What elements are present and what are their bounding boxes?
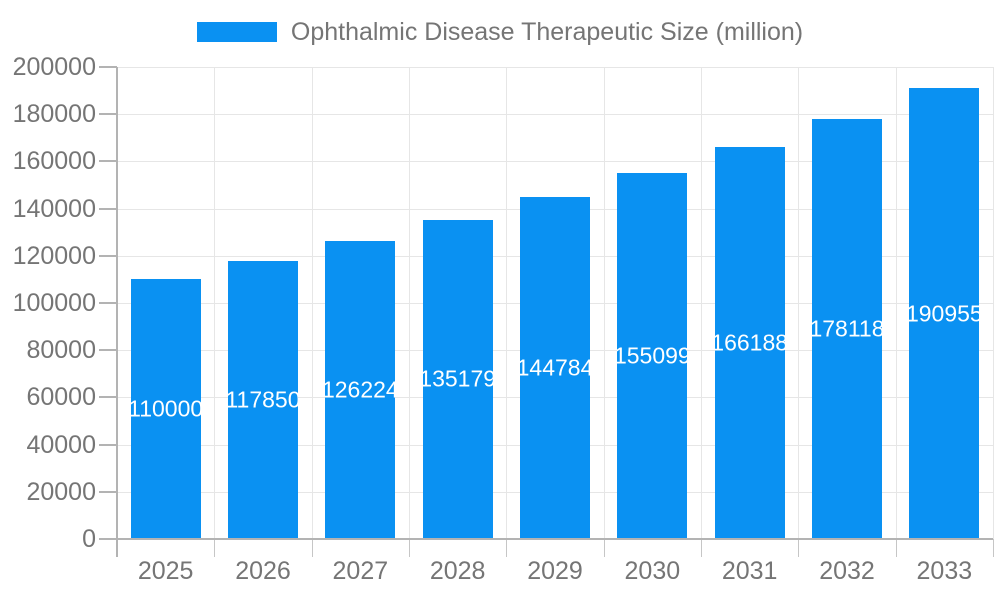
bar-value-label: 110000 xyxy=(130,395,201,422)
x-gridline xyxy=(701,67,702,539)
bar-value-label: 155099 xyxy=(617,342,688,369)
y-gridline xyxy=(117,67,993,68)
legend-label: Ophthalmic Disease Therapeutic Size (mil… xyxy=(290,18,804,46)
chart-legend[interactable]: Ophthalmic Disease Therapeutic Size (mil… xyxy=(0,0,1000,46)
y-axis-label: 80000 xyxy=(26,336,96,365)
x-axis-label-2027: 2027 xyxy=(332,557,389,585)
bar-value-label: 144784 xyxy=(520,354,590,381)
y-axis-tick xyxy=(99,254,117,257)
x-axis-label-2026: 2026 xyxy=(235,557,291,585)
y-axis-tick xyxy=(99,538,117,540)
y-axis-tick xyxy=(99,396,117,399)
y-axis-label: 60000 xyxy=(26,383,96,412)
bar-2027[interactable]: 126224 xyxy=(325,241,396,539)
x-gridline xyxy=(798,67,800,539)
x-axis-tick xyxy=(311,539,313,557)
x-gridline xyxy=(895,67,897,539)
y-axis-tick xyxy=(99,207,117,210)
x-axis-line xyxy=(116,538,993,540)
bar-2026[interactable]: 117850 xyxy=(228,260,298,539)
x-axis-tick xyxy=(214,539,216,557)
y-axis-label: 120000 xyxy=(12,241,96,270)
bar-value-label: 178118 xyxy=(812,315,882,342)
x-gridline xyxy=(993,67,994,539)
x-axis-label-2025: 2025 xyxy=(137,557,194,585)
y-axis-label: 180000 xyxy=(12,100,96,129)
bar-value-label: 166188 xyxy=(714,329,785,356)
x-axis-label-2033: 2033 xyxy=(916,557,973,585)
y-axis-tick xyxy=(99,443,117,446)
x-axis-tick xyxy=(895,539,897,557)
x-axis-label-2028: 2028 xyxy=(429,557,486,585)
x-gridline xyxy=(506,67,508,539)
y-axis-label: 100000 xyxy=(12,289,96,317)
y-axis-tick xyxy=(99,349,117,352)
y-axis-label: 40000 xyxy=(26,430,96,459)
x-axis-tick xyxy=(701,539,702,557)
y-axis-tick xyxy=(99,160,117,163)
y-axis-label: 200000 xyxy=(12,53,96,81)
bar-value-label: 190955 xyxy=(909,300,980,327)
y-gridline xyxy=(117,114,993,116)
y-axis-tick xyxy=(99,66,117,68)
x-axis-label-2030: 2030 xyxy=(624,557,681,585)
bar-2029[interactable]: 144784 xyxy=(520,197,590,539)
y-gridline xyxy=(117,161,993,163)
x-axis-tick xyxy=(409,539,410,557)
x-gridline xyxy=(311,67,313,539)
bar-2032[interactable]: 178118 xyxy=(812,118,882,539)
bar-value-label: 126224 xyxy=(325,376,396,403)
y-axis-tick xyxy=(99,490,117,493)
y-axis-label: 140000 xyxy=(12,194,96,223)
bar-value-label: 117850 xyxy=(228,386,298,413)
x-gridline xyxy=(603,67,605,539)
x-axis-tick xyxy=(506,539,508,557)
bar-2033[interactable]: 190955 xyxy=(909,88,980,539)
bar-2031[interactable]: 166188 xyxy=(714,146,785,539)
plot-area: 0 20000 40000 60000 80000 100000 120000 140000 1… xyxy=(13,53,994,584)
bar-2025[interactable]: 110000 xyxy=(130,279,201,539)
x-axis-label-2032: 2032 xyxy=(819,557,875,585)
x-axis-tick xyxy=(798,539,800,557)
y-axis-line xyxy=(116,67,118,557)
x-gridline xyxy=(409,67,410,539)
bar-2030[interactable]: 155099 xyxy=(617,172,688,539)
x-axis-tick xyxy=(993,539,994,557)
x-axis-tick xyxy=(603,539,605,557)
y-axis-tick xyxy=(99,113,117,116)
y-axis-label: 20000 xyxy=(26,477,96,506)
x-axis-label-2029: 2029 xyxy=(527,557,583,585)
bar-value-label: 135179 xyxy=(422,365,493,392)
y-axis-label: 0 xyxy=(82,525,96,553)
y-axis-tick xyxy=(99,302,117,304)
bar-2028[interactable]: 135179 xyxy=(422,219,493,539)
y-axis-label: 160000 xyxy=(12,147,96,176)
legend-swatch-icon xyxy=(196,22,277,42)
x-axis-label-2031: 2031 xyxy=(721,557,778,585)
x-gridline xyxy=(214,67,216,539)
